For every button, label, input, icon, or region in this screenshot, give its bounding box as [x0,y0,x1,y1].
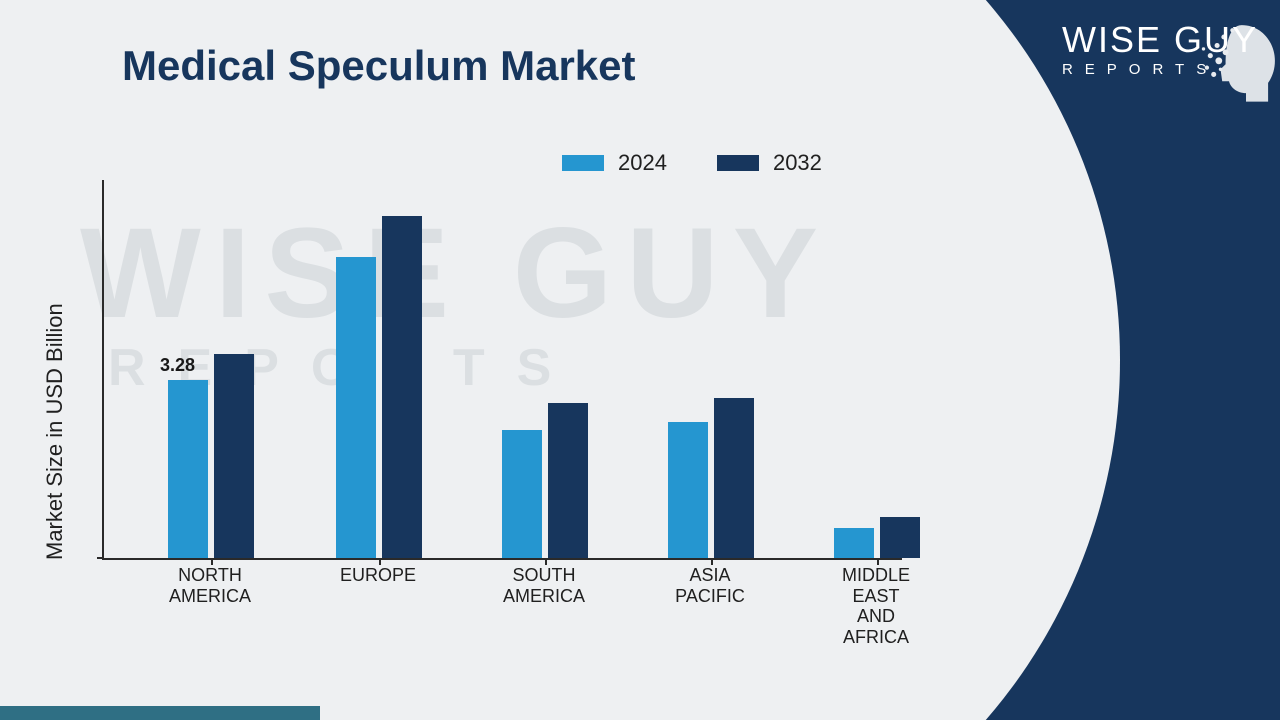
y-axis-label: Market Size in USD Billion [42,303,68,560]
category-label: NORTHAMERICA [132,565,288,606]
bar-series-2024 [168,380,208,558]
brand-line2: REPORTS [1062,62,1258,77]
brand-logo-text: WISE GUY REPORTS [1062,22,1258,77]
brand-line1: WISE GUY [1062,22,1258,58]
category-label: SOUTHAMERICA [466,565,622,606]
bar-series-2032 [548,403,588,558]
page-title: Medical Speculum Market [122,42,636,90]
bar-series-2024 [336,257,376,558]
bar-series-2032 [382,216,422,558]
bar-series-2024 [502,430,542,558]
plot-area: 3.28 [102,180,902,560]
bottom-accent-bar [0,706,320,720]
bar-series-2024 [834,528,874,558]
legend-item-2024: 2024 [562,150,667,176]
legend-label-2024: 2024 [618,150,667,176]
legend-item-2032: 2032 [717,150,822,176]
category-label: ASIAPACIFIC [632,565,788,606]
legend: 2024 2032 [562,150,822,176]
legend-label-2032: 2032 [773,150,822,176]
category-label: MIDDLEEASTANDAFRICA [798,565,954,648]
bar-value-label: 3.28 [160,355,195,376]
bar-series-2024 [668,422,708,558]
category-label: EUROPE [300,565,456,586]
bar-series-2032 [214,354,254,558]
bar-series-2032 [880,517,920,558]
legend-swatch-2024 [562,155,604,171]
legend-swatch-2032 [717,155,759,171]
chart-container: 2024 2032 Market Size in USD Billion 3.2… [52,150,932,670]
bar-series-2032 [714,398,754,558]
